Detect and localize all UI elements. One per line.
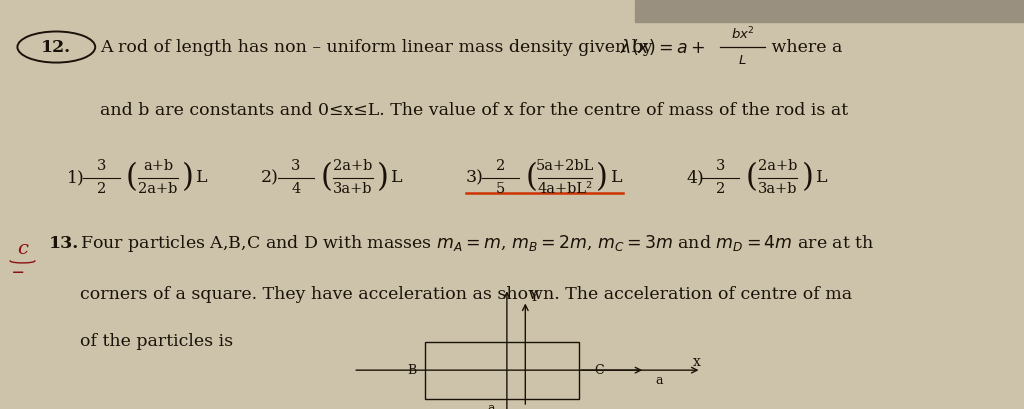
Text: 2: 2	[96, 182, 106, 196]
Text: 3a+b: 3a+b	[333, 182, 373, 196]
Text: L: L	[610, 169, 622, 187]
Text: L: L	[197, 169, 208, 187]
Text: ): )	[802, 162, 813, 193]
Text: 5: 5	[496, 182, 506, 196]
Text: 2a+b: 2a+b	[758, 160, 798, 173]
Text: L: L	[816, 169, 827, 187]
Bar	[425, 342, 579, 399]
Text: 2a+b: 2a+b	[333, 160, 373, 173]
Text: (: (	[321, 162, 333, 193]
Text: L: L	[391, 169, 402, 187]
Text: 2: 2	[496, 160, 506, 173]
Text: $\lambda(x)=a+$: $\lambda(x)=a+$	[620, 37, 705, 57]
Text: Four particles A,B,C and D with masses $m_A=m$, $m_B=2m$, $m_C=3m$ and $m_D=4m$ : Four particles A,B,C and D with masses $…	[80, 233, 874, 254]
Text: corners of a square. They have acceleration as shown. The acceleration of centre: corners of a square. They have accelerat…	[80, 286, 852, 303]
Text: 5a+2bL: 5a+2bL	[536, 160, 594, 173]
Text: where a: where a	[766, 38, 843, 56]
Text: 3: 3	[291, 160, 301, 173]
Text: a: a	[487, 402, 495, 409]
Text: 13.: 13.	[49, 235, 80, 252]
Text: and b are constants and 0≤x≤L. The value of x for the centre of mass of the rod : and b are constants and 0≤x≤L. The value…	[100, 102, 849, 119]
Text: $bx^2$: $bx^2$	[730, 26, 755, 42]
Text: Y: Y	[529, 290, 539, 303]
Text: $L$: $L$	[738, 54, 746, 67]
Text: ): )	[377, 162, 388, 193]
Text: c: c	[17, 240, 28, 258]
Text: A rod of length has non – uniform linear mass density given by: A rod of length has non – uniform linear…	[100, 38, 665, 56]
Text: a+b: a+b	[143, 160, 173, 173]
Text: 12.: 12.	[41, 38, 72, 56]
Text: C: C	[594, 364, 603, 377]
Text: 3a+b: 3a+b	[758, 182, 798, 196]
Text: 2: 2	[716, 182, 726, 196]
Text: 4a+bL²: 4a+bL²	[538, 182, 592, 196]
Bar	[635, 0, 1024, 22]
Text: 3): 3)	[466, 169, 483, 187]
Text: 2a+b: 2a+b	[138, 182, 178, 196]
Text: 1): 1)	[67, 169, 84, 187]
Text: ): )	[596, 162, 608, 193]
Text: (: (	[126, 162, 138, 193]
Text: 2): 2)	[261, 169, 279, 187]
Text: of the particles is: of the particles is	[80, 333, 233, 350]
Text: (: (	[525, 162, 538, 193]
Text: 4): 4)	[686, 169, 703, 187]
Text: x: x	[692, 355, 700, 369]
Text: ): )	[182, 162, 194, 193]
Text: 4: 4	[291, 182, 301, 196]
Text: 3: 3	[96, 160, 106, 173]
Text: B: B	[408, 364, 417, 377]
Text: a: a	[655, 374, 663, 387]
Text: 3: 3	[716, 160, 726, 173]
Text: (: (	[745, 162, 758, 193]
